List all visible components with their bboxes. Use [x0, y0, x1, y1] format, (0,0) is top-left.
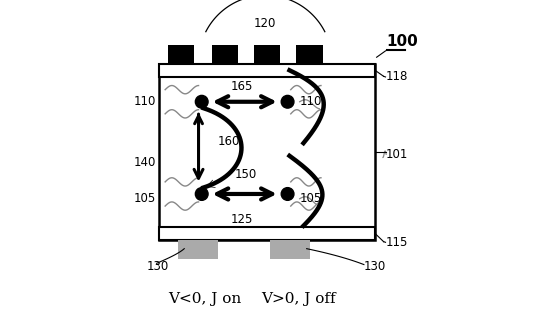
Circle shape	[281, 95, 294, 108]
Text: 125: 125	[230, 213, 252, 226]
Text: 160: 160	[217, 135, 240, 148]
Bar	[159, 64, 375, 240]
Bar	[296, 45, 323, 64]
Text: 105: 105	[300, 192, 322, 205]
Text: 130: 130	[147, 260, 169, 273]
Text: V>0, J off: V>0, J off	[262, 292, 336, 306]
Text: 110: 110	[134, 95, 156, 108]
Bar	[178, 240, 217, 259]
Bar	[212, 45, 238, 64]
Bar	[168, 45, 194, 64]
Text: 140: 140	[134, 156, 156, 169]
Text: 115: 115	[386, 236, 409, 249]
Bar	[159, 227, 375, 240]
Text: 118: 118	[386, 71, 409, 83]
Circle shape	[281, 188, 294, 200]
Text: 130: 130	[364, 260, 386, 273]
Text: 105: 105	[134, 192, 156, 205]
Circle shape	[195, 188, 208, 200]
Text: 120: 120	[254, 17, 277, 30]
Text: 101: 101	[386, 148, 409, 161]
Text: 110: 110	[300, 95, 322, 108]
Circle shape	[195, 95, 208, 108]
Bar	[270, 240, 310, 259]
Bar	[159, 64, 375, 77]
Text: 165: 165	[230, 80, 252, 93]
Text: V<0, J on: V<0, J on	[168, 292, 242, 306]
Bar	[254, 45, 280, 64]
Text: 100: 100	[387, 34, 418, 49]
Text: 150: 150	[235, 169, 257, 181]
